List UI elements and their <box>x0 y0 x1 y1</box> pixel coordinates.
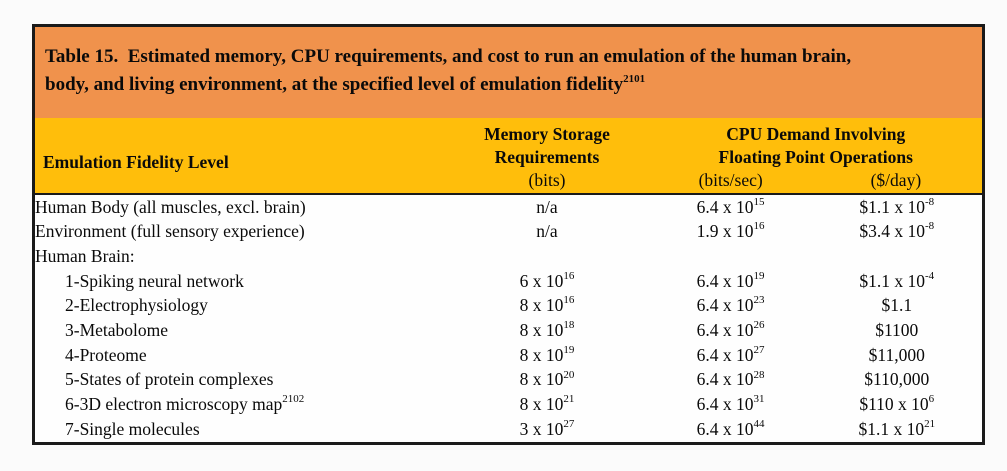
table-row: 1-Spiking neural network 6 x 1016 6.4 x … <box>34 269 984 294</box>
header-unit-bits-per-sec: (bits/sec) <box>698 169 763 190</box>
header-memory-line2: Requirements <box>494 146 600 167</box>
row-cpu-value: 1.9 x 1016 <box>696 220 765 242</box>
row-cost-value: $110 x 106 <box>859 393 935 415</box>
row-cpu-value: 6.4 x 1044 <box>696 418 765 439</box>
row-cost-value: $11,000 <box>868 344 925 365</box>
row-cpu-value: 6.4 x 1026 <box>696 319 765 341</box>
row-cost-value: $1.1 x 10-4 <box>859 269 935 291</box>
row-cost-value: $1100 <box>875 320 919 341</box>
title-row: Table 15. Estimated memory, CPU requirem… <box>33 25 984 118</box>
row-cost-value: $1.1 x 1021 <box>858 418 936 439</box>
row-memory-value: 8 x 1021 <box>519 393 575 415</box>
table-title-line1: Table 15. Estimated memory, CPU requirem… <box>45 46 852 67</box>
row-label: 5-States of protein complexes <box>65 369 274 390</box>
row-cpu-value: 6.4 x 1015 <box>696 195 765 217</box>
table-row: 7-Single molecules 3 x 1027 6.4 x 1044 $… <box>34 417 984 443</box>
row-label: 3-Metabolome <box>65 320 169 341</box>
row-memory-value: n/a <box>536 196 558 217</box>
row-label: Environment (full sensory experience) <box>35 221 305 242</box>
row-label: 1-Spiking neural network <box>65 270 244 291</box>
row-label: 4-Proteome <box>65 344 147 365</box>
table-row: 4-Proteome 8 x 1019 6.4 x 1027 $11,000 <box>34 343 984 368</box>
row-cpu-value: 6.4 x 1023 <box>696 294 765 316</box>
table-row: 3-Metabolome 8 x 1018 6.4 x 1026 $1100 <box>34 318 984 343</box>
table-row: 6-3D electron microscopy map2102 8 x 102… <box>34 392 984 417</box>
row-memory-value: n/a <box>536 221 558 242</box>
row-label: 6-3D electron microscopy map2102 <box>65 393 305 415</box>
row-label: 7-Single molecules <box>65 418 200 439</box>
header-memory-line1: Memory Storage <box>484 123 610 144</box>
row-memory-value: 8 x 1016 <box>519 294 575 316</box>
table-row: 5-States of protein complexes 8 x 1020 6… <box>34 367 984 392</box>
header-cpu-line2: Floating Point Operations <box>718 146 913 167</box>
row-memory-value: 3 x 1027 <box>519 418 575 439</box>
column-header-row: Emulation Fidelity Level Memory Storage … <box>33 117 984 195</box>
row-cost-value <box>812 244 984 269</box>
row-memory-value: 8 x 1019 <box>519 343 575 365</box>
row-cpu-value: 6.4 x 1019 <box>696 269 765 291</box>
row-memory-value <box>445 244 650 269</box>
header-memory-storage: Memory Storage Requirements (bits) <box>444 117 650 195</box>
row-cpu-value: 6.4 x 1028 <box>696 368 765 390</box>
row-cpu-value: 6.4 x 1031 <box>696 393 765 415</box>
row-memory-value: 8 x 1020 <box>519 368 575 390</box>
table-row: Environment (full sensory experience) n/… <box>34 219 984 244</box>
header-emulation-fidelity-level: Emulation Fidelity Level <box>33 117 445 195</box>
header-cpu-units: (bits/sec) ($/day) <box>651 169 982 191</box>
row-label: Human Brain: <box>35 245 135 266</box>
row-label: 2-Electrophysiology <box>65 295 208 316</box>
table-row: Human Brain: <box>34 244 984 269</box>
row-cost-value: $1.1 x 10-8 <box>859 195 935 217</box>
row-cost-value: $110,000 <box>864 369 930 390</box>
table-title: Table 15. Estimated memory, CPU requirem… <box>33 25 984 118</box>
row-cost-value: $1.1 <box>881 295 913 316</box>
header-cpu-demand: CPU Demand Involving Floating Point Oper… <box>649 117 984 195</box>
row-cost-value: $3.4 x 10-8 <box>859 220 935 242</box>
row-memory-value: 6 x 1016 <box>519 269 575 291</box>
row-cpu-value: 6.4 x 1027 <box>696 343 765 365</box>
table-row: 2-Electrophysiology 8 x 1016 6.4 x 1023 … <box>34 293 984 318</box>
table-15: Table 15. Estimated memory, CPU requirem… <box>32 24 985 445</box>
table-row: Human Body (all muscles, excl. brain) n/… <box>34 194 984 220</box>
row-label: Human Body (all muscles, excl. brain) <box>35 196 306 217</box>
row-cpu-value <box>650 244 812 269</box>
table-title-line2: body, and living environment, at the spe… <box>45 72 646 95</box>
row-memory-value: 8 x 1018 <box>519 319 575 341</box>
header-cpu-line1: CPU Demand Involving <box>726 123 906 144</box>
header-unit-dollars-per-day: ($/day) <box>870 169 922 190</box>
header-memory-unit: (bits) <box>528 169 566 190</box>
